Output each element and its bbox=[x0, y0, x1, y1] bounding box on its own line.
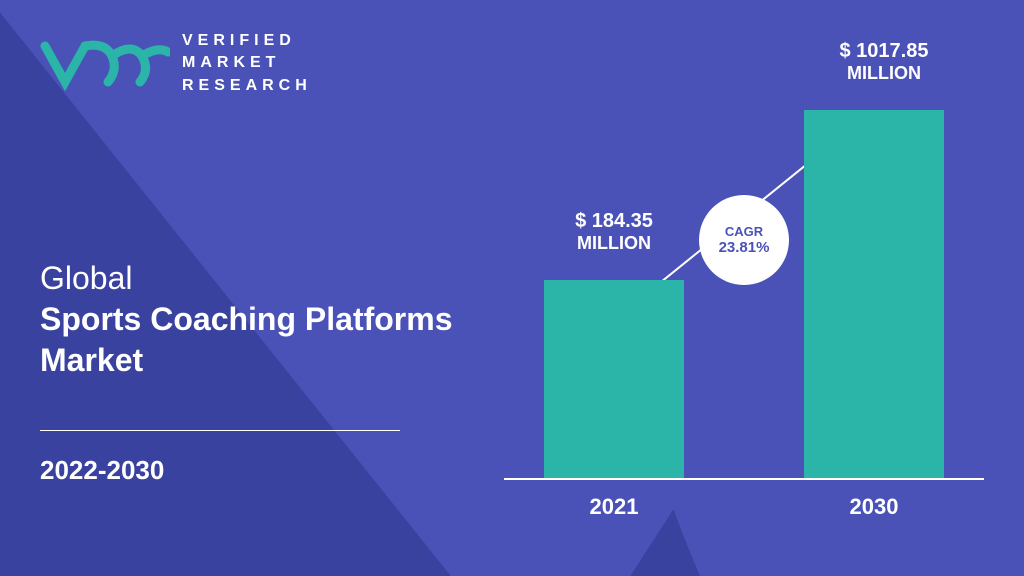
bar-value-2030: $ 1017.85 bbox=[809, 40, 959, 63]
logo: VERIFIED MARKET RESEARCH bbox=[40, 30, 312, 97]
title-divider bbox=[40, 430, 400, 431]
logo-mark-icon bbox=[40, 34, 170, 94]
year-label-2021: 2021 bbox=[544, 494, 684, 520]
bar-label-2021: $ 184.35 MILLION bbox=[539, 210, 689, 254]
title-line1: Global bbox=[40, 260, 453, 297]
bar-2030 bbox=[804, 110, 944, 480]
logo-text-line2: MARKET bbox=[182, 52, 312, 74]
bar-value-2021: $ 184.35 bbox=[539, 210, 689, 233]
cagr-value: 23.81% bbox=[719, 239, 770, 256]
logo-text-line1: VERIFIED bbox=[182, 30, 312, 52]
bar-unit-2030: MILLION bbox=[809, 63, 959, 84]
cagr-label: CAGR bbox=[725, 224, 763, 239]
title-block: Global Sports Coaching Platforms Market bbox=[40, 260, 453, 379]
year-label-2030: 2030 bbox=[804, 494, 944, 520]
cagr-badge: CAGR 23.81% bbox=[699, 195, 789, 285]
bar-label-2030: $ 1017.85 MILLION bbox=[809, 40, 959, 84]
logo-text-line3: RESEARCH bbox=[182, 75, 312, 97]
title-line2: Sports Coaching Platforms bbox=[40, 301, 453, 338]
chart-baseline bbox=[504, 478, 984, 480]
bar-chart: $ 184.35 MILLION $ 1017.85 MILLION CAGR … bbox=[504, 40, 984, 540]
title-line3: Market bbox=[40, 342, 453, 379]
date-range: 2022-2030 bbox=[40, 455, 164, 486]
logo-text: VERIFIED MARKET RESEARCH bbox=[182, 30, 312, 97]
bar-unit-2021: MILLION bbox=[539, 233, 689, 254]
bar-2021 bbox=[544, 280, 684, 480]
